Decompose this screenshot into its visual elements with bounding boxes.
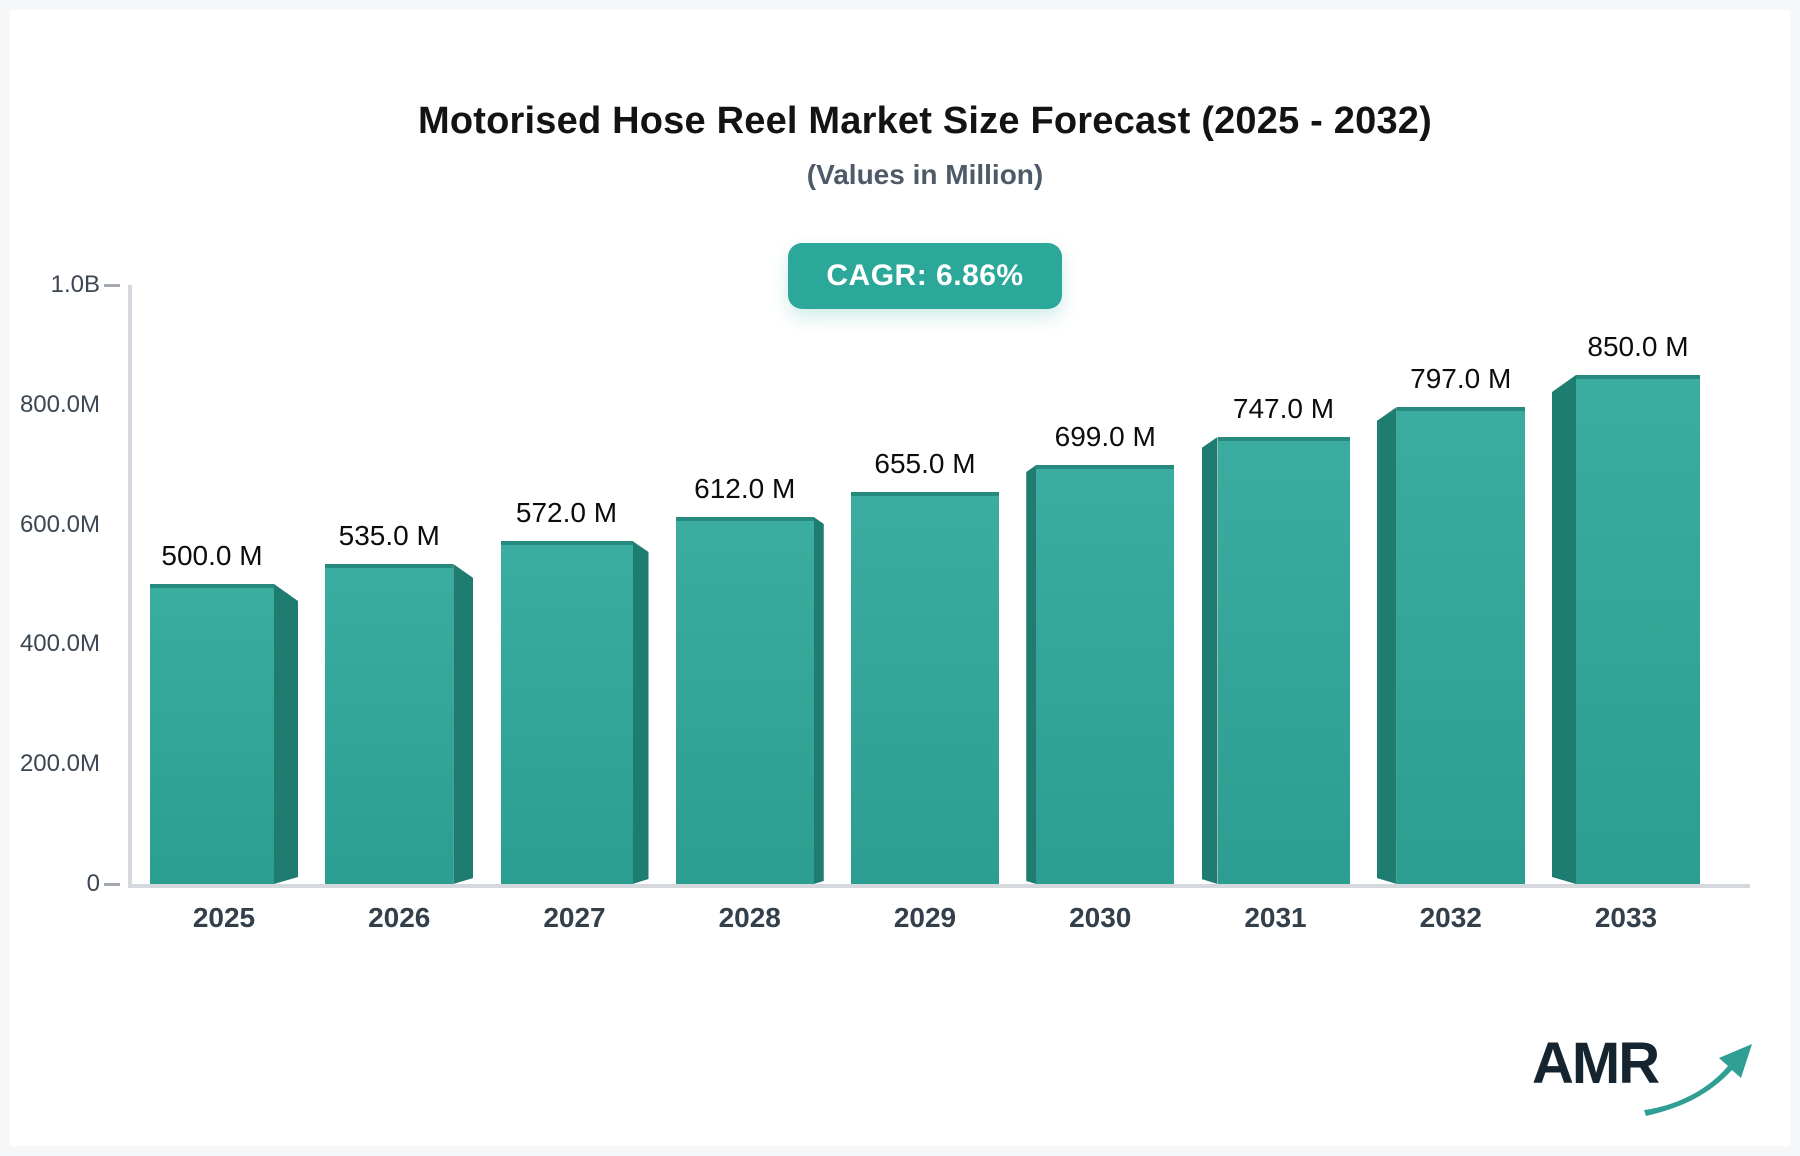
bar-3d-side xyxy=(1377,407,1397,884)
bar-2030 xyxy=(1026,465,1175,884)
bar-value-label-2030: 699.0 M xyxy=(1054,421,1156,452)
x-tick-label-2031: 2031 xyxy=(1244,902,1307,933)
x-tick-label-2025: 2025 xyxy=(192,902,256,933)
bar-face xyxy=(150,584,274,884)
y-tick-dash xyxy=(104,883,120,886)
y-tick-label-0: 0 xyxy=(86,870,100,897)
bar-value-label-2033: 850.0 M xyxy=(1587,331,1689,362)
bar-3d-side xyxy=(1552,375,1576,884)
y-tick-label-200.0M: 200.0M xyxy=(19,750,100,778)
bar-2031 xyxy=(1202,437,1350,884)
bar-2028 xyxy=(675,517,824,884)
bar-group-2029[interactable]: 655.0 M 2029 xyxy=(851,285,999,933)
bar-face xyxy=(675,517,814,884)
bar-group-2027[interactable]: 572.0 M 2027 xyxy=(500,285,649,933)
bar-group-2031[interactable]: 747.0 M 2031 xyxy=(1202,285,1350,933)
bar-2032 xyxy=(1377,407,1525,884)
x-tick-label-2032: 2032 xyxy=(1419,902,1482,933)
growth-arrow-icon xyxy=(1644,1034,1760,1123)
bar-face xyxy=(851,492,999,884)
x-tick-label-2029: 2029 xyxy=(893,902,957,933)
bar-group-2028[interactable]: 612.0 M 2028 xyxy=(675,285,824,933)
bar-value-label-2029: 655.0 M xyxy=(874,448,976,479)
bar-value-label-2027: 572.0 M xyxy=(515,497,618,528)
page-subtitle: (Values in Million) xyxy=(806,159,1044,190)
chart-header: Motorised Hose Reel Market Size Forecast… xyxy=(130,100,1720,309)
bar-group-2033[interactable]: 850.0 M 2033 xyxy=(1552,285,1700,933)
y-tick-label-1.0B: 1.0B xyxy=(50,271,100,298)
bar-value-label-2026: 535.0 M xyxy=(338,520,440,551)
bar-value-label-2032: 797.0 M xyxy=(1410,363,1512,394)
bar-series: 500.0 M 2025 535.0 M 2026 572.0 M 2027 612.0 M… xyxy=(150,285,1700,933)
bar-3d-side xyxy=(1202,437,1218,884)
bar-3d-side xyxy=(814,517,824,884)
bar-value-label-2025: 500.0 M xyxy=(161,540,263,571)
chart-card: Motorised Hose Reel Market Size Forecast… xyxy=(10,10,1790,1146)
bar-3d-side xyxy=(274,584,298,884)
bar-3d-side xyxy=(633,541,649,884)
bar-3d-side xyxy=(1026,465,1036,884)
amr-logo: AMR xyxy=(1532,1030,1760,1123)
y-tick-label-400.0M: 400.0M xyxy=(19,630,100,658)
bar-group-2026[interactable]: 535.0 M 2026 xyxy=(325,285,473,933)
y-axis-line xyxy=(128,285,132,886)
x-tick-label-2033: 2033 xyxy=(1594,902,1658,933)
amr-logo-text: AMR xyxy=(1532,1031,1660,1096)
bar-group-2030[interactable]: 699.0 M 2030 xyxy=(1026,285,1175,933)
x-tick-label-2030: 2030 xyxy=(1069,902,1132,933)
bar-group-2025[interactable]: 500.0 M 2025 xyxy=(150,285,298,933)
bar-2025 xyxy=(150,584,298,884)
x-tick-label-2027: 2027 xyxy=(543,902,606,933)
bar-face xyxy=(1217,437,1350,884)
bar-2029 xyxy=(851,492,999,884)
x-axis-baseline xyxy=(128,884,1750,888)
bar-face xyxy=(1576,375,1700,884)
bar-value-label-2028: 612.0 M xyxy=(694,473,796,504)
y-tick-label-600.0M: 600.0M xyxy=(19,510,100,538)
page-title: Motorised Hose Reel Market Size Forecast… xyxy=(418,100,1432,142)
cagr-badge: CAGR: 6.86% xyxy=(788,243,1062,309)
bar-2026 xyxy=(325,564,473,884)
bar-face xyxy=(1036,465,1175,884)
bar-3d-side xyxy=(453,564,473,884)
bar-2033 xyxy=(1552,375,1700,884)
bar-value-label-2031: 747.0 M xyxy=(1232,393,1335,424)
x-tick-label-2028: 2028 xyxy=(718,902,781,933)
bar-2027 xyxy=(500,541,649,884)
bar-face xyxy=(1396,407,1525,884)
y-tick-label-800.0M: 800.0M xyxy=(19,390,100,418)
bar-group-2032[interactable]: 797.0 M 2032 xyxy=(1377,285,1525,933)
bar-face xyxy=(500,541,633,884)
y-tick-dash xyxy=(104,284,120,287)
x-tick-label-2026: 2026 xyxy=(368,902,431,933)
bar-face xyxy=(325,564,454,884)
